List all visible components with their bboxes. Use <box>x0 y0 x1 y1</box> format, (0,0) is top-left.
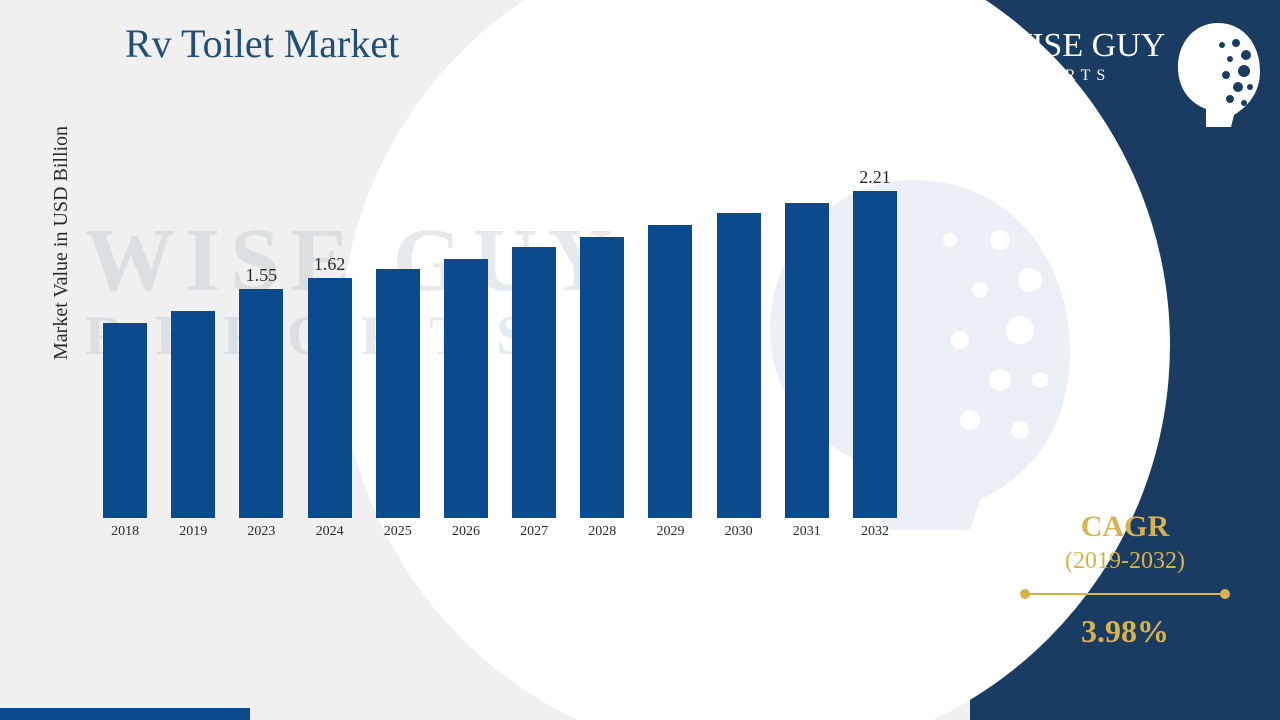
infographic-stage: WISE GUY REPORTS Rv Toilet Market Market… <box>0 0 1280 720</box>
bar-group: 2029 <box>645 201 695 540</box>
bar <box>785 203 829 518</box>
bar-group: 2028 <box>577 213 627 540</box>
bar-group: 2019 <box>168 287 218 540</box>
x-tick-label: 2023 <box>247 524 275 540</box>
bar <box>308 278 352 518</box>
bar-group: 2031 <box>782 179 832 540</box>
x-tick-label: 2028 <box>588 524 616 540</box>
bar <box>580 237 624 518</box>
bar-group: 1.55 2023 <box>236 265 286 540</box>
bar-group: 2026 <box>441 235 491 540</box>
x-tick-label: 2024 <box>316 524 344 540</box>
bar <box>512 247 556 518</box>
x-tick-label: 2027 <box>520 524 548 540</box>
bar <box>239 289 283 518</box>
x-tick-label: 2026 <box>452 524 480 540</box>
bar-group: 2030 <box>714 189 764 540</box>
bar-value-label: 1.62 <box>314 254 346 274</box>
logo-sub-text: REPORTS <box>1000 67 1111 84</box>
bar <box>717 213 761 518</box>
cagr-range: (2019-2032) <box>1000 548 1250 575</box>
bar-group: 1.62 2024 <box>305 254 355 540</box>
x-tick-label: 2032 <box>861 524 889 540</box>
y-axis-label: Market Value in USD Billion <box>50 126 73 360</box>
bar-chart: Market Value in USD Billion 201820191.55… <box>90 150 900 570</box>
bar <box>648 225 692 518</box>
x-tick-label: 2030 <box>725 524 753 540</box>
accent-stripe <box>0 708 250 720</box>
x-tick-label: 2018 <box>111 524 139 540</box>
bars-container: 2018 2019 1.55 2023 1.62 2024 2025 2026 2027 2028… <box>100 150 900 540</box>
cagr-title: CAGR <box>1000 510 1250 544</box>
bar-group: 2018 <box>100 299 150 540</box>
bar-group: 2025 <box>373 245 423 540</box>
bar-group: 2.21 2032 <box>850 167 900 540</box>
x-tick-label: 2031 <box>793 524 821 540</box>
cagr-divider <box>1025 593 1225 595</box>
logo-main-text: WISE GUY <box>1000 27 1165 64</box>
bar-value-label: 1.55 <box>246 265 278 285</box>
bar <box>444 259 488 518</box>
bar <box>853 191 897 518</box>
x-tick-label: 2019 <box>179 524 207 540</box>
bar <box>376 269 420 518</box>
cagr-value: 3.98% <box>1000 613 1250 650</box>
cagr-block: CAGR (2019-2032) 3.98% <box>1000 510 1250 650</box>
bar-group: 2027 <box>509 223 559 540</box>
bar-value-label: 2.21 <box>859 167 891 187</box>
x-tick-label: 2029 <box>656 524 684 540</box>
brand-logo: WISE GUY REPORTS <box>1000 18 1260 128</box>
logo-head-icon <box>1178 23 1260 127</box>
bar <box>103 323 147 518</box>
chart-title: Rv Toilet Market <box>125 20 399 67</box>
x-tick-label: 2025 <box>384 524 412 540</box>
bar <box>171 311 215 518</box>
